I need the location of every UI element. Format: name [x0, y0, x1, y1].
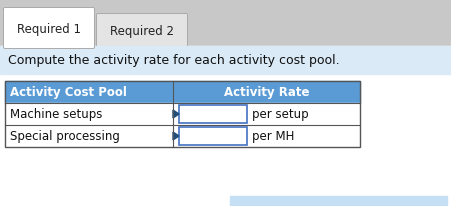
Text: Required 1: Required 1 — [17, 22, 81, 35]
Bar — [179, 127, 246, 145]
Text: per MH: per MH — [252, 130, 294, 143]
Bar — [5, 125, 359, 147]
Bar — [179, 105, 246, 123]
Bar — [5, 103, 359, 125]
FancyBboxPatch shape — [4, 8, 94, 49]
Bar — [0, 47, 451, 206]
Bar — [5, 82, 359, 103]
Text: Activity Rate: Activity Rate — [223, 86, 308, 99]
Text: Special processing: Special processing — [10, 130, 120, 143]
Text: Activity Cost Pool: Activity Cost Pool — [10, 86, 127, 99]
Bar — [5, 82, 359, 147]
Polygon shape — [173, 110, 179, 118]
Bar — [230, 196, 446, 206]
Text: per setup: per setup — [252, 108, 308, 121]
Bar — [0, 47, 451, 75]
FancyBboxPatch shape — [96, 14, 187, 49]
Text: Required 2: Required 2 — [110, 25, 174, 38]
Text: Machine setups: Machine setups — [10, 108, 102, 121]
Text: Compute the activity rate for each activity cost pool.: Compute the activity rate for each activ… — [8, 54, 339, 67]
Polygon shape — [173, 132, 179, 140]
